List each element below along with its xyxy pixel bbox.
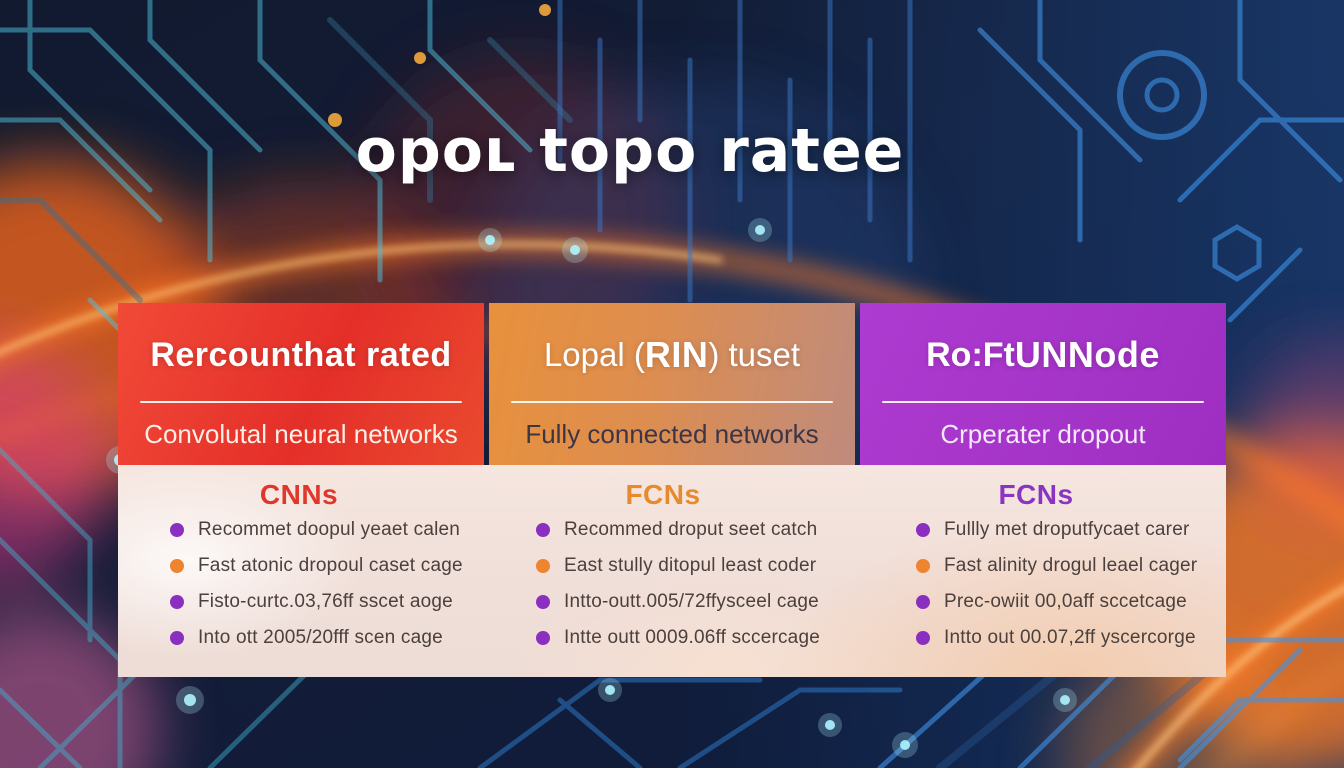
bullet-list-fcn1: Recommed droput seet catch East stully d… (536, 519, 846, 649)
list-item: Intto-outt.005/72ffysceel cage (536, 591, 846, 613)
header-subtitle-fcn1: Fully connected networks (525, 419, 819, 449)
header-row: Rercounthat rated Convolutal neural netw… (118, 303, 1226, 465)
bullet-dot-icon (536, 631, 550, 645)
list-item: Into ott 2005/20fff scen cage (170, 627, 480, 649)
bullet-dot-icon (916, 595, 930, 609)
list-item-text: Fisto-curtc.03,76ff sscet aoge (198, 591, 453, 612)
list-item: East stully ditopul least coder (536, 555, 846, 577)
list-item: Fast atonic dropoul caset cage (170, 555, 480, 577)
list-item-text: Recommed droput seet catch (564, 519, 818, 540)
bullet-list-fcn2: Fullly met droputfycaet carer Fast alini… (916, 519, 1226, 649)
header-title-pre: Ro:Ft (926, 335, 1015, 374)
header-title-fcn2: Ro:Ft UNNode (926, 333, 1160, 377)
bullet-dot-icon (916, 631, 930, 645)
content-col-cnn: CNNs Recommet doopul yeaet calen Fast at… (118, 465, 480, 677)
content-row: CNNs Recommet doopul yeaet calen Fast at… (118, 465, 1226, 677)
header-cell-fcn2: Ro:Ft UNNode Crperater dropout (860, 303, 1226, 465)
header-title-fcn1: Lopal (RIN) tuset (544, 333, 800, 377)
list-item-text: Recommet doopul yeaet calen (198, 519, 461, 540)
list-item-text: East stully ditopul least coder (564, 555, 817, 576)
bullet-list-cnn: Recommet doopul yeaet calen Fast atonic … (170, 519, 480, 649)
list-item-text: Fast alinity drogul leael cager (944, 555, 1198, 576)
list-item-text: Intto out 00.07,2ff yscercorge (944, 627, 1196, 648)
list-item: Fisto-curtc.03,76ff sscet aoge (170, 591, 480, 613)
header-divider (139, 401, 463, 403)
list-item-text: Intto-outt.005/72ffysceel cage (564, 591, 819, 612)
list-item: Fast alinity drogul leael cager (916, 555, 1226, 577)
list-item-text: Fast atonic dropoul caset cage (198, 555, 463, 576)
list-item: Prec-owiit 00,0aff sccetcage (916, 591, 1226, 613)
list-item: Fullly met droputfycaet carer (916, 519, 1226, 541)
header-title-post: ) tuset (708, 336, 801, 373)
header-title-cnn: Rercounthat rated (150, 333, 451, 377)
header-title-bold: RIN (644, 334, 709, 375)
bullet-dot-icon (916, 523, 930, 537)
bullet-dot-icon (170, 559, 184, 573)
bullet-dot-icon (536, 559, 550, 573)
bullet-dot-icon (170, 631, 184, 645)
header-title-bold: Rercounthat rated (150, 335, 452, 374)
section-title-cnn: CNNs (259, 479, 339, 510)
section-title-fcn2: FCNs (998, 479, 1074, 510)
header-subtitle-fcn2: Crperater dropout (940, 419, 1146, 449)
header-divider (881, 401, 1205, 403)
bullet-dot-icon (916, 559, 930, 573)
comparison-card: Rercounthat rated Convolutal neural netw… (118, 303, 1226, 677)
bullet-dot-icon (170, 523, 184, 537)
header-subtitle-cnn: Convolutal neural networks (144, 419, 458, 449)
section-title-fcn1: FCNs (625, 479, 701, 510)
content-col-fcn2: FCNs Fullly met droputfycaet carer Fast … (846, 465, 1226, 677)
list-item: Intto out 00.07,2ff yscercorge (916, 627, 1226, 649)
bullet-dot-icon (536, 595, 550, 609)
list-item-text: Fullly met droputfycaet carer (944, 519, 1190, 540)
list-item: Recommed droput seet catch (536, 519, 846, 541)
list-item-text: Into ott 2005/20fff scen cage (198, 627, 443, 648)
page-title: opoʟ topo ratee (355, 116, 905, 186)
bullet-dot-icon (170, 595, 184, 609)
list-item: Recommet doopul yeaet calen (170, 519, 480, 541)
list-item-text: Prec-owiit 00,0aff sccetcage (944, 591, 1187, 612)
header-title-bold: UNNode (1014, 334, 1160, 375)
list-item-text: Intte outt 0009.06ff sccercage (564, 627, 820, 648)
header-cell-fcn1: Lopal (RIN) tuset Fully connected networ… (489, 303, 855, 465)
content-col-fcn1: FCNs Recommed droput seet catch East stu… (480, 465, 846, 677)
header-cell-cnn: Rercounthat rated Convolutal neural netw… (118, 303, 484, 465)
header-divider (510, 401, 834, 403)
list-item: Intte outt 0009.06ff sccercage (536, 627, 846, 649)
header-title-pre: Lopal ( (543, 336, 645, 373)
bullet-dot-icon (536, 523, 550, 537)
